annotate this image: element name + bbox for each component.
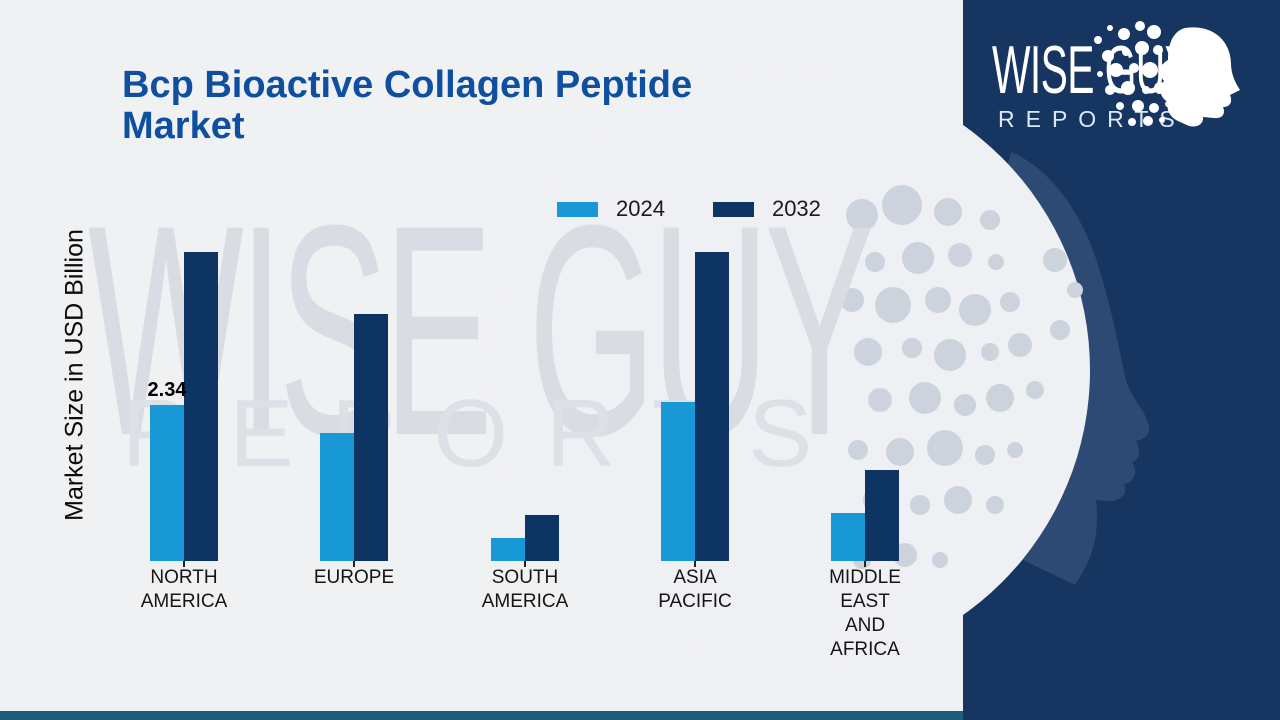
- x-axis-tick: [524, 561, 526, 567]
- bar-2024-category-1: [320, 433, 354, 561]
- x-axis-tick: [694, 561, 696, 567]
- legend-label-2032: 2032: [771, 196, 821, 221]
- legend-label-2024: 2024: [616, 196, 665, 221]
- watermark-circle: [490, 70, 1090, 670]
- x-axis-category-label: MIDDLE EAST AND AFRICA: [829, 567, 901, 660]
- footer-accent-bar: [0, 711, 1280, 720]
- bar-2032-category-3: [695, 252, 729, 561]
- legend-swatch-2032: [712, 201, 754, 217]
- page-title: Bcp Bioactive Collagen Peptide Market: [122, 64, 693, 148]
- bar-value-label: 2.34: [147, 379, 187, 401]
- y-axis-label: Market Size in USD Billion: [60, 229, 89, 521]
- x-axis-category-label: SOUTH AMERICA: [481, 567, 569, 612]
- logo-dotted-face-icon: [1094, 21, 1240, 127]
- legend-item-2024: 2024: [557, 196, 665, 222]
- watermark-wiseguy: WISE GUY: [88, 162, 875, 498]
- x-axis-tick: [183, 561, 185, 567]
- bar-2032-category-2: [525, 515, 559, 561]
- bar-2032-category-4: [865, 470, 899, 561]
- bar-2024-category-4: [831, 513, 865, 561]
- bar-2024-category-2: [491, 538, 525, 561]
- legend-item-2032: 2032: [712, 196, 821, 222]
- legend-swatch-2024: [557, 201, 598, 217]
- x-axis-tick: [864, 561, 866, 567]
- bar-2024-category-0: [150, 405, 184, 561]
- x-axis-category-label: ASIA PACIFIC: [658, 567, 732, 612]
- x-axis-category-label: NORTH AMERICA: [140, 567, 228, 612]
- bar-2032-category-0: [184, 252, 218, 561]
- bar-2024-category-3: [661, 402, 695, 561]
- x-axis-tick: [353, 561, 355, 567]
- x-axis-category-label: EUROPE: [313, 567, 395, 588]
- bar-2032-category-1: [354, 314, 388, 561]
- chart-legend: 2024 2032: [557, 196, 821, 222]
